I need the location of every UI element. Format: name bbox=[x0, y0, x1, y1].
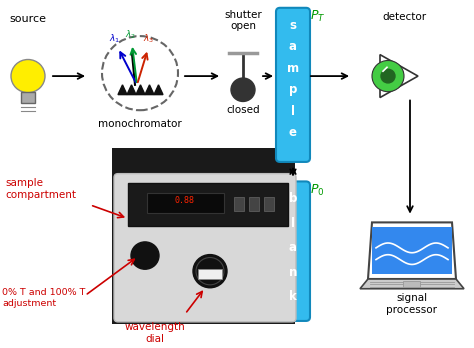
Polygon shape bbox=[145, 85, 154, 95]
Bar bbox=[21, 92, 35, 103]
Circle shape bbox=[193, 255, 227, 288]
Text: monochromator: monochromator bbox=[98, 119, 182, 129]
Text: m: m bbox=[287, 62, 299, 75]
FancyBboxPatch shape bbox=[276, 181, 310, 321]
Text: s: s bbox=[290, 19, 297, 32]
Text: n: n bbox=[289, 266, 297, 279]
Circle shape bbox=[231, 78, 255, 102]
Polygon shape bbox=[136, 85, 145, 95]
Text: closed: closed bbox=[226, 105, 260, 115]
Text: $P_T$: $P_T$ bbox=[310, 9, 326, 24]
Text: $\lambda_1$: $\lambda_1$ bbox=[109, 33, 120, 46]
Text: sample
compartment: sample compartment bbox=[5, 177, 76, 200]
Bar bbox=[128, 183, 288, 226]
FancyBboxPatch shape bbox=[403, 282, 420, 287]
Bar bbox=[112, 148, 295, 324]
Bar bbox=[198, 269, 222, 279]
Text: $\lambda_2$: $\lambda_2$ bbox=[126, 28, 137, 41]
FancyBboxPatch shape bbox=[264, 197, 274, 211]
Circle shape bbox=[372, 61, 404, 92]
FancyBboxPatch shape bbox=[249, 197, 259, 211]
Text: a: a bbox=[289, 40, 297, 53]
Text: signal
processor: signal processor bbox=[386, 293, 438, 315]
FancyBboxPatch shape bbox=[114, 174, 296, 322]
Text: l: l bbox=[291, 105, 295, 118]
Polygon shape bbox=[360, 279, 464, 289]
Text: b: b bbox=[289, 192, 297, 205]
Circle shape bbox=[131, 242, 159, 269]
Text: 0% T and 100% T
adjustment: 0% T and 100% T adjustment bbox=[2, 288, 85, 308]
Text: wavelength
dial: wavelength dial bbox=[125, 322, 185, 344]
Text: source: source bbox=[9, 14, 46, 24]
Polygon shape bbox=[127, 85, 136, 95]
FancyBboxPatch shape bbox=[147, 193, 224, 213]
Polygon shape bbox=[368, 222, 456, 279]
Text: detector: detector bbox=[382, 12, 426, 22]
FancyBboxPatch shape bbox=[276, 8, 310, 162]
Polygon shape bbox=[380, 55, 418, 97]
Polygon shape bbox=[118, 85, 127, 95]
Text: a: a bbox=[289, 241, 297, 254]
Polygon shape bbox=[154, 85, 163, 95]
Text: $P_0$: $P_0$ bbox=[310, 183, 325, 198]
Text: $\lambda_3$: $\lambda_3$ bbox=[144, 33, 155, 46]
FancyBboxPatch shape bbox=[372, 227, 452, 274]
Text: k: k bbox=[289, 290, 297, 303]
Circle shape bbox=[381, 69, 395, 83]
FancyBboxPatch shape bbox=[234, 197, 244, 211]
Circle shape bbox=[11, 60, 45, 93]
Text: p: p bbox=[289, 83, 297, 96]
Text: e: e bbox=[289, 126, 297, 139]
Text: 0.88: 0.88 bbox=[175, 196, 195, 205]
Circle shape bbox=[102, 36, 178, 110]
Text: l: l bbox=[291, 217, 295, 230]
Text: shutter
open: shutter open bbox=[224, 10, 262, 31]
